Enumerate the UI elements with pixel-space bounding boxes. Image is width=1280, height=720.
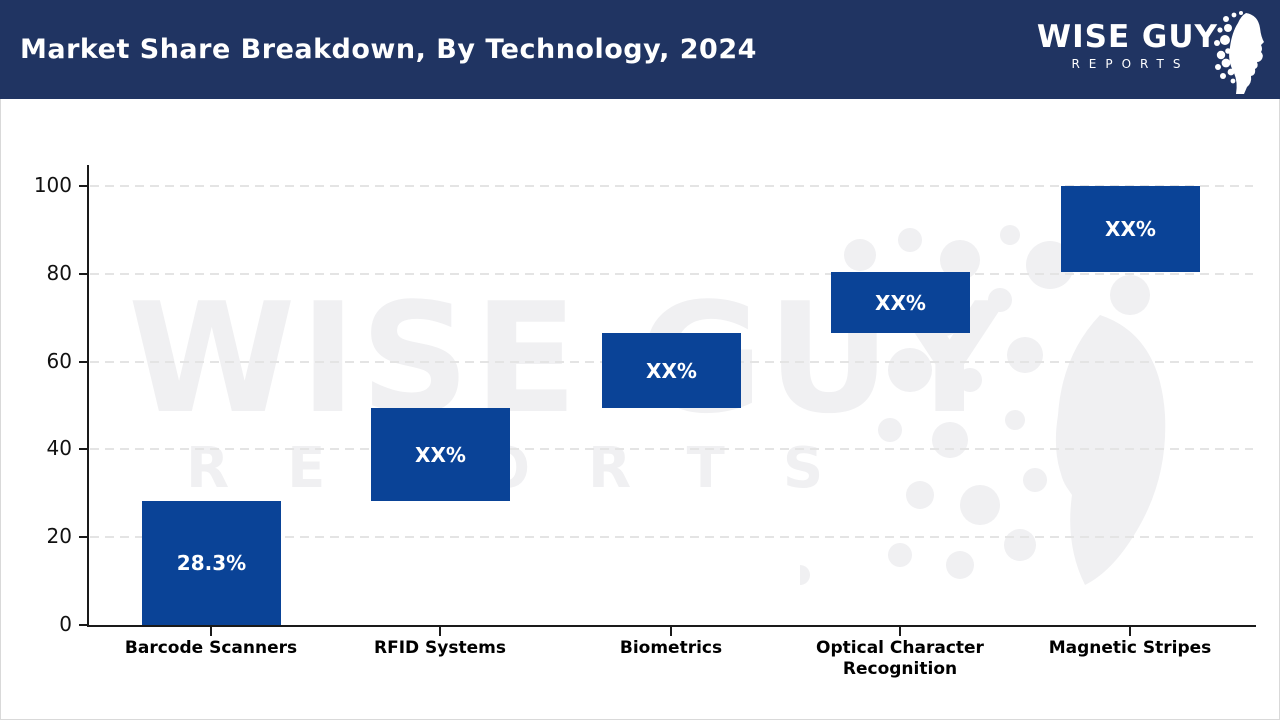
watermark-subtext: REPORTS	[186, 436, 882, 501]
y-tick-label: 0	[59, 612, 72, 636]
logo-subtext: REPORTS	[1071, 57, 1190, 72]
wise-guy-logo: WISE GUY REPORTS	[1012, 4, 1276, 96]
x-tick-2	[439, 627, 441, 636]
header: Market Share Breakdown, By Technology, 2…	[0, 0, 1280, 99]
bar-value-label: 28.3%	[176, 551, 247, 575]
y-tick-label: 20	[46, 524, 72, 549]
y-tick-label: 100	[33, 173, 72, 197]
x-tick-1	[210, 627, 212, 636]
y-tick-100	[79, 185, 88, 187]
x-axis-line	[87, 625, 1256, 627]
category-label: Optical Character Recognition	[816, 638, 984, 680]
category-label: Biometrics	[619, 638, 723, 658]
page-title: Market Share Breakdown, By Technology, 2…	[20, 34, 757, 65]
bar-magnetic-stripes: XX%	[1061, 186, 1200, 272]
y-tick-80	[79, 272, 88, 275]
gridline-80	[90, 272, 1253, 275]
bar-value-label: XX%	[415, 442, 466, 467]
y-tick-label: 60	[46, 348, 72, 373]
gridline-40	[90, 448, 1253, 451]
y-tick-60	[79, 360, 88, 363]
y-tick-20	[79, 536, 88, 539]
bar-biometrics: XX%	[602, 333, 741, 408]
bar-optical-character-recognition: XX%	[831, 272, 970, 333]
logo-text: WISE GUY REPORTS	[1037, 20, 1218, 71]
bar-value-label: XX%	[875, 290, 926, 315]
bar-value-label: XX%	[646, 358, 697, 383]
gridline-20	[90, 536, 1253, 539]
gridline-100	[90, 185, 1253, 187]
y-tick-label: 80	[46, 260, 72, 285]
bar-rfid-systems: XX%	[371, 408, 510, 501]
logo-head-icon	[1214, 11, 1264, 94]
y-axis-line	[87, 165, 89, 627]
bar-value-label: XX%	[1105, 217, 1156, 241]
y-tick-40	[79, 448, 88, 451]
category-label: Magnetic Stripes	[1048, 638, 1212, 658]
logo-wordmark: WISE GUY	[1036, 19, 1218, 55]
bar-barcode-scanners: 28.3%	[142, 501, 281, 625]
x-tick-3	[670, 627, 672, 636]
y-tick-0	[79, 624, 88, 626]
category-label: Barcode Scanners	[124, 638, 298, 658]
x-tick-4	[899, 627, 901, 636]
category-label: RFID Systems	[374, 638, 506, 658]
y-tick-label: 40	[46, 436, 72, 461]
x-tick-5	[1129, 627, 1131, 636]
